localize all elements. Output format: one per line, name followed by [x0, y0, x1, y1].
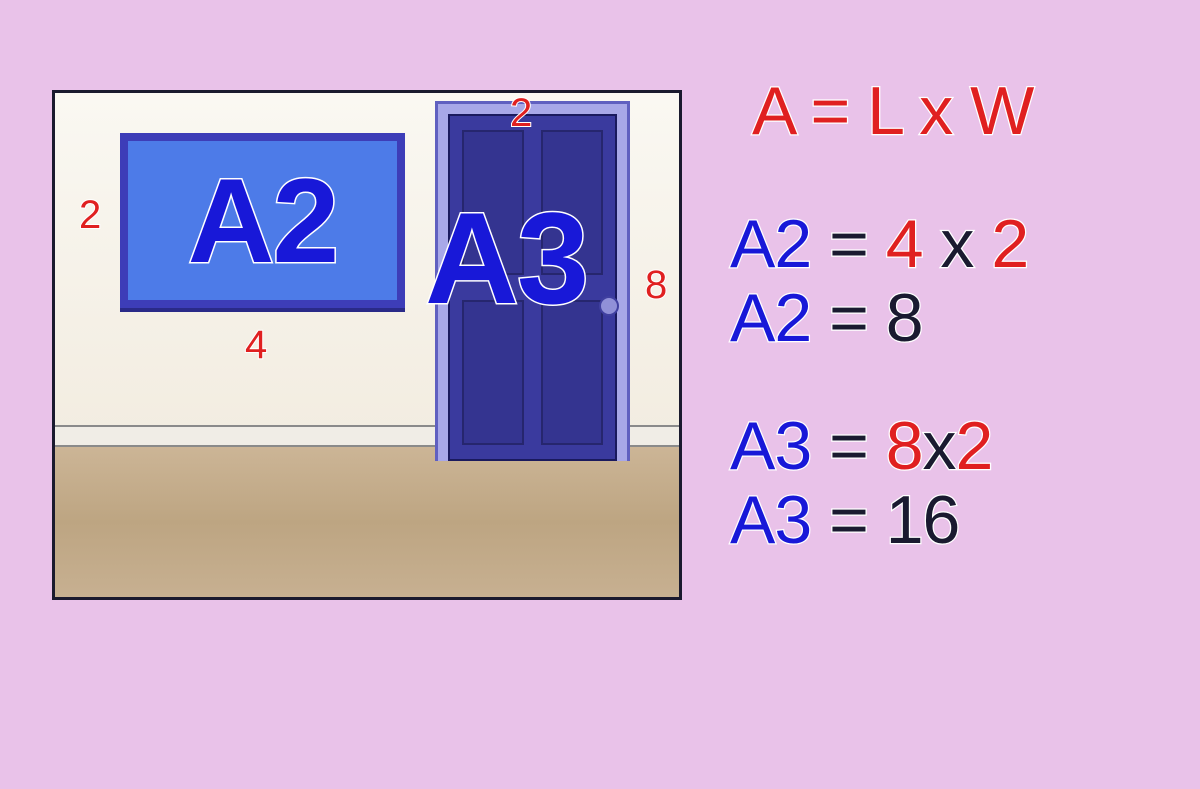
window-area-label: A2 [188, 152, 337, 290]
eq-token: A3 [730, 408, 811, 484]
dim-door-height: 8 [645, 263, 667, 308]
a3-calc-line: A3 = 8x2 [730, 410, 1170, 483]
window-rectangle: A2 [120, 133, 405, 308]
formula-line: A = L x W [730, 75, 1170, 148]
eq-token: 4 [886, 206, 923, 282]
a3-group: A3 = 8x2 A3 = 16 [730, 410, 1170, 557]
door-knob [599, 296, 619, 316]
eq-token: 8 [886, 408, 923, 484]
room-illustration: A2 A3 2 2 4 8 [52, 90, 682, 600]
eq-token: 16 [886, 482, 960, 558]
eq-token: A2 [730, 206, 811, 282]
eq-token: x [923, 206, 992, 282]
equations-panel: A = L x W A2 = 4 x 2 A2 = 8 A3 = 8x2 A3 … [730, 75, 1170, 557]
eq-token: 2 [991, 206, 1028, 282]
eq-token: 8 [886, 280, 923, 356]
eq-token: x [923, 408, 956, 484]
a2-result-line: A2 = 8 [730, 282, 1170, 355]
eq-token: A = L x W [752, 73, 1033, 149]
dim-window-height: 2 [79, 193, 101, 238]
eq-token: = [811, 482, 886, 558]
dim-door-width: 2 [510, 91, 532, 136]
floor [55, 447, 679, 597]
eq-token: = [811, 280, 886, 356]
a2-group: A2 = 4 x 2 A2 = 8 [730, 208, 1170, 355]
eq-token: A2 [730, 280, 811, 356]
door-area-label: A3 [425, 183, 587, 333]
eq-token: = [811, 206, 886, 282]
dim-window-width: 4 [245, 323, 267, 368]
a2-calc-line: A2 = 4 x 2 [730, 208, 1170, 281]
a3-result-line: A3 = 16 [730, 484, 1170, 557]
eq-token: A3 [730, 482, 811, 558]
eq-token: = [811, 408, 886, 484]
eq-token: 2 [956, 408, 993, 484]
